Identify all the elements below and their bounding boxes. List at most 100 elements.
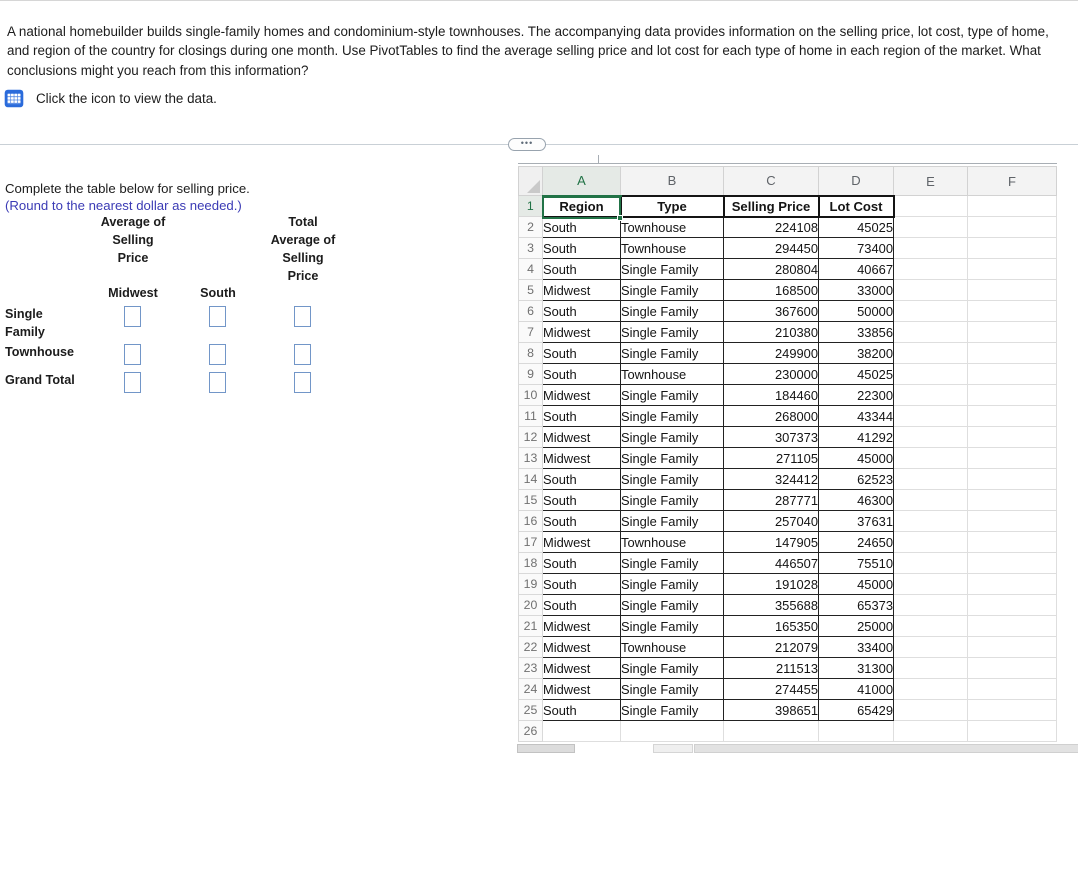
cell-empty[interactable]	[967, 678, 1057, 700]
row-number[interactable]: 13	[518, 447, 543, 469]
row-number[interactable]: 17	[518, 531, 543, 553]
cell-empty[interactable]	[967, 258, 1057, 280]
row-number[interactable]: 22	[518, 636, 543, 658]
row-number[interactable]: 18	[518, 552, 543, 574]
column-header-f[interactable]: F	[967, 166, 1057, 196]
cell-empty[interactable]	[893, 447, 968, 469]
cell-region[interactable]: South	[542, 237, 621, 259]
cell-lot-cost[interactable]: 33000	[818, 279, 894, 301]
cell-lot-cost[interactable]: 46300	[818, 489, 894, 511]
cell-empty[interactable]	[967, 237, 1057, 259]
cell-header-selling-price[interactable]: Selling Price	[722, 194, 820, 218]
cell-selling-price[interactable]: 147905	[723, 531, 819, 553]
cell-empty[interactable]	[893, 237, 968, 259]
cell-empty[interactable]	[893, 195, 968, 217]
column-header-a[interactable]: A	[542, 166, 621, 197]
cell-region[interactable]: South	[542, 363, 621, 385]
cell-lot-cost[interactable]: 62523	[818, 468, 894, 490]
cell-empty[interactable]	[893, 321, 968, 343]
cell-region[interactable]: Midwest	[542, 384, 621, 406]
cell-region[interactable]: South	[542, 216, 621, 238]
cell-region[interactable]: Midwest	[542, 678, 621, 700]
cell-type[interactable]: Single Family	[620, 447, 724, 469]
row-number[interactable]: 23	[518, 657, 543, 679]
row-number[interactable]: 26	[518, 720, 543, 742]
cell-lot-cost[interactable]: 22300	[818, 384, 894, 406]
cell-empty[interactable]	[967, 195, 1057, 217]
cell-type[interactable]: Single Family	[620, 405, 724, 427]
cell-type[interactable]: Townhouse	[620, 216, 724, 238]
answer-box-single-family-total[interactable]	[294, 306, 311, 327]
cell-selling-price[interactable]: 398651	[723, 699, 819, 721]
answer-box-grand-total-south[interactable]	[209, 372, 226, 393]
row-number[interactable]: 20	[518, 594, 543, 616]
cell-region[interactable]: South	[542, 342, 621, 364]
h-scrollbar-track[interactable]	[694, 744, 1078, 753]
cell-selling-price[interactable]: 257040	[723, 510, 819, 532]
cell-lot-cost[interactable]: 45000	[818, 573, 894, 595]
h-scrollbar-segment[interactable]	[653, 744, 693, 753]
row-number[interactable]: 4	[518, 258, 543, 280]
cell-type[interactable]: Townhouse	[620, 636, 724, 658]
row-number[interactable]: 12	[518, 426, 543, 448]
answer-box-grand-total-midwest[interactable]	[124, 372, 141, 393]
cell-region[interactable]: Midwest	[542, 279, 621, 301]
cell-lot-cost[interactable]: 75510	[818, 552, 894, 574]
row-number[interactable]: 19	[518, 573, 543, 595]
cell-empty[interactable]	[893, 552, 968, 574]
cell-empty[interactable]	[967, 447, 1057, 469]
cell-region[interactable]: Midwest	[542, 447, 621, 469]
cell-region[interactable]: Midwest	[542, 657, 621, 679]
cell-type[interactable]: Single Family	[620, 552, 724, 574]
cell-lot-cost[interactable]: 45025	[818, 216, 894, 238]
cell-lot-cost[interactable]: 24650	[818, 531, 894, 553]
cell-selling-price[interactable]: 274455	[723, 678, 819, 700]
cell-empty[interactable]	[893, 699, 968, 721]
cell-type[interactable]: Single Family	[620, 678, 724, 700]
answer-box-single-family-south[interactable]	[209, 306, 226, 327]
cell-empty[interactable]	[893, 363, 968, 385]
cell-lot-cost[interactable]: 73400	[818, 237, 894, 259]
cell-selling-price[interactable]: 168500	[723, 279, 819, 301]
row-number[interactable]: 15	[518, 489, 543, 511]
cell-empty[interactable]	[893, 531, 968, 553]
row-number[interactable]: 2	[518, 216, 543, 238]
cell-lot-cost[interactable]: 38200	[818, 342, 894, 364]
cell-type[interactable]: Single Family	[620, 426, 724, 448]
cell-empty[interactable]	[893, 657, 968, 679]
cell-lot-cost[interactable]: 43344	[818, 405, 894, 427]
column-header-c[interactable]: C	[723, 166, 819, 196]
cell-empty[interactable]	[967, 363, 1057, 385]
cell-type[interactable]: Single Family	[620, 321, 724, 343]
cell-selling-price[interactable]: 210380	[723, 321, 819, 343]
view-data-link[interactable]: Click the icon to view the data.	[4, 89, 217, 108]
cell-selling-price[interactable]: 271105	[723, 447, 819, 469]
row-number[interactable]: 24	[518, 678, 543, 700]
cell-empty[interactable]	[967, 636, 1057, 658]
cell-empty[interactable]	[893, 468, 968, 490]
cell-lot-cost[interactable]: 33400	[818, 636, 894, 658]
cell-empty[interactable]	[893, 636, 968, 658]
cell-region[interactable]: Midwest	[542, 615, 621, 637]
cell-selling-price[interactable]: 280804	[723, 258, 819, 280]
cell-lot-cost[interactable]: 40667	[818, 258, 894, 280]
cell-region[interactable]: South	[542, 300, 621, 322]
cell-type[interactable]: Townhouse	[620, 531, 724, 553]
cell-empty[interactable]	[967, 342, 1057, 364]
cell-region[interactable]: South	[542, 594, 621, 616]
cell-empty[interactable]	[967, 531, 1057, 553]
cell-region[interactable]: South	[542, 405, 621, 427]
column-header-b[interactable]: B	[620, 166, 724, 196]
cell-type[interactable]: Single Family	[620, 510, 724, 532]
cell-empty[interactable]	[893, 258, 968, 280]
cell-region[interactable]: South	[542, 468, 621, 490]
row-number[interactable]: 8	[518, 342, 543, 364]
cell-empty[interactable]	[893, 216, 968, 238]
cell-empty[interactable]	[893, 720, 968, 742]
cell-selling-price[interactable]: 191028	[723, 573, 819, 595]
cell-header-type[interactable]: Type	[619, 194, 725, 218]
cell-empty[interactable]	[967, 552, 1057, 574]
cell-selling-price[interactable]: 307373	[723, 426, 819, 448]
cell-selling-price[interactable]: 249900	[723, 342, 819, 364]
cell-empty[interactable]	[893, 615, 968, 637]
